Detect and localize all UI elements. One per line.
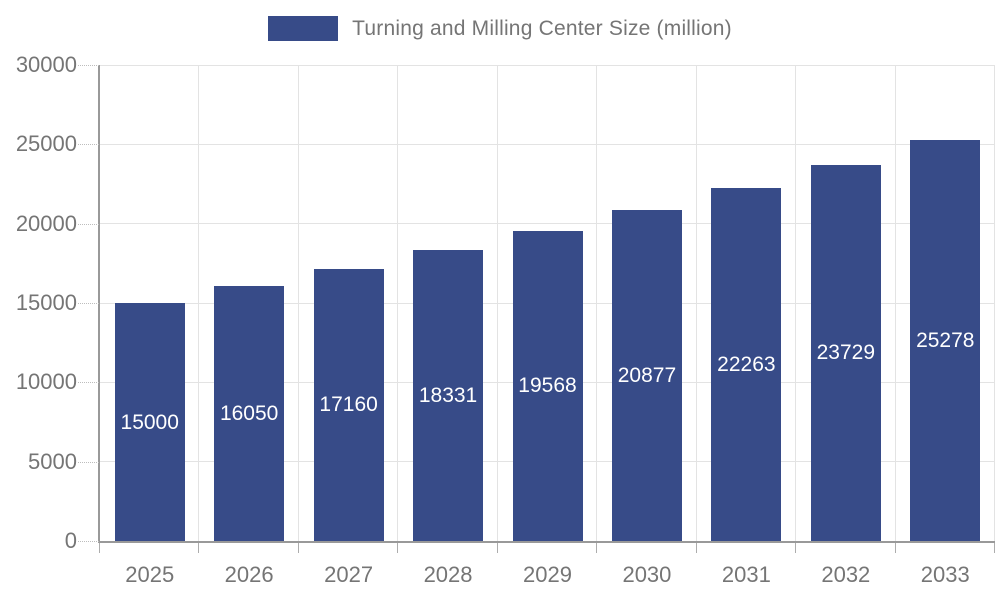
y-axis-tick-label: 20000 <box>15 210 77 236</box>
bar: 16050 <box>214 286 285 541</box>
legend-label: Turning and Milling Center Size (million… <box>352 16 732 40</box>
legend-swatch <box>268 16 339 41</box>
bar: 15000 <box>114 303 185 541</box>
gridline-vertical <box>994 65 995 541</box>
bar: 19568 <box>512 230 583 541</box>
bar: 20877 <box>611 209 682 541</box>
y-axis-tick-label: 30000 <box>15 52 77 77</box>
x-axis-tick-label: 2026 <box>224 562 274 587</box>
x-axis-tick-label: 2032 <box>821 562 871 587</box>
gridline-vertical <box>795 65 796 541</box>
x-axis-tick-label: 2033 <box>920 562 970 587</box>
gridline-horizontal <box>100 64 995 66</box>
legend-item[interactable]: Turning and Milling Center Size (million… <box>0 16 1000 41</box>
bar-value-label: 22263 <box>717 352 776 376</box>
x-axis-tick-label: 2030 <box>622 562 672 587</box>
x-axis-tick <box>696 543 697 553</box>
gridline-vertical <box>895 65 896 541</box>
y-axis-tick <box>78 65 99 66</box>
bar-value-label: 15000 <box>120 410 179 434</box>
bar-value-label: 19568 <box>518 374 577 398</box>
y-axis-tick <box>78 541 99 542</box>
x-axis-tick <box>397 543 398 553</box>
y-axis-tick <box>78 382 99 384</box>
y-axis-tick-label: 0 <box>64 528 77 553</box>
gridline-vertical <box>397 65 398 541</box>
x-axis-tick <box>198 543 199 553</box>
gridline-horizontal <box>100 143 995 145</box>
bar: 17160 <box>313 268 384 541</box>
gridline-horizontal <box>100 223 995 225</box>
x-axis-tick-label: 2029 <box>523 562 572 587</box>
y-axis-tick-label: 10000 <box>15 369 77 395</box>
bar-value-label: 16050 <box>219 402 279 426</box>
x-axis-tick <box>795 543 796 553</box>
y-axis-tick-label: 15000 <box>15 290 77 315</box>
bar-value-label: 18331 <box>418 384 478 408</box>
x-axis-line <box>98 541 995 543</box>
bar: 25278 <box>910 139 981 541</box>
y-axis-tick-label: 25000 <box>15 131 77 157</box>
plot-area: 15000 16050 17160 18331 19568 20877 22263 23729… <box>100 64 995 541</box>
x-axis-tick-label: 2031 <box>721 562 771 587</box>
x-axis-tick <box>994 543 995 553</box>
y-axis-tick <box>78 144 99 146</box>
x-axis-tick <box>99 543 100 553</box>
y-axis-tick <box>78 461 99 463</box>
bar-value-label: 17160 <box>319 393 378 417</box>
y-axis-tick <box>78 223 99 225</box>
gridline-vertical <box>596 65 597 541</box>
x-axis-tick-label: 2027 <box>324 562 374 587</box>
gridline-vertical <box>298 65 299 541</box>
x-axis-tick <box>298 543 299 553</box>
bar: 18331 <box>413 250 484 541</box>
bar: 22263 <box>711 187 782 541</box>
y-axis-tick-label: 5000 <box>28 448 77 474</box>
bar-value-label: 25278 <box>916 328 975 352</box>
bar-value-label: 20877 <box>617 363 677 387</box>
y-axis-line <box>98 65 100 543</box>
x-axis-tick <box>895 543 896 553</box>
gridline-vertical <box>696 65 697 541</box>
x-axis-tick-label: 2028 <box>423 562 473 587</box>
bar-value-label: 23729 <box>816 341 876 365</box>
gridline-vertical <box>198 65 199 541</box>
bar: 23729 <box>810 164 881 541</box>
x-axis-tick-label: 2025 <box>125 562 175 587</box>
x-axis-tick <box>497 543 498 553</box>
y-axis-tick <box>78 303 99 304</box>
gridline-vertical <box>497 65 498 541</box>
x-axis-tick <box>596 543 597 553</box>
